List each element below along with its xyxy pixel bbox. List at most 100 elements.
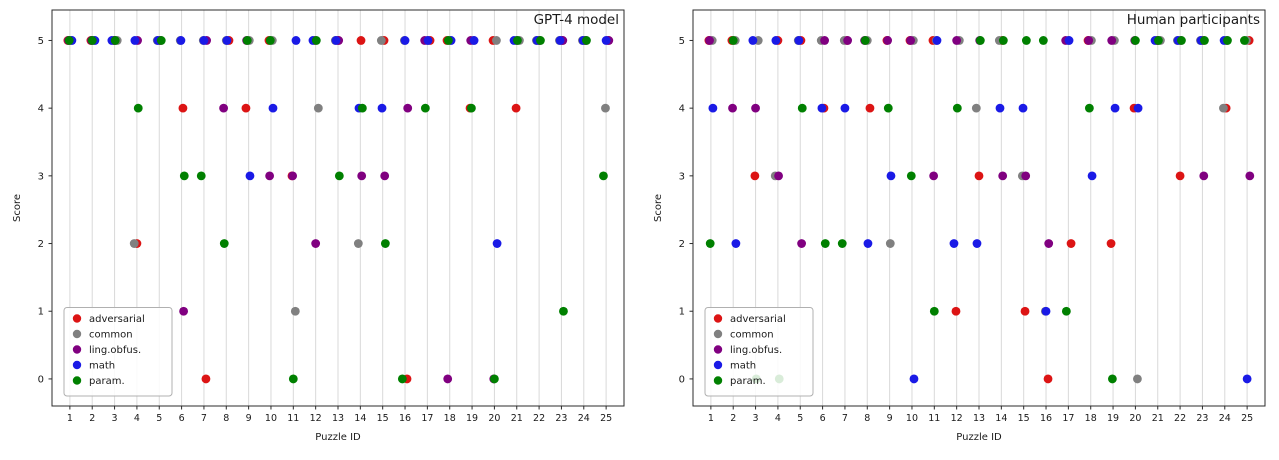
legend-marker-common: [713, 329, 723, 339]
x-tick-label: 10: [265, 413, 277, 424]
point-param.: [334, 171, 344, 181]
point-param.: [582, 36, 591, 45]
x-tick-label: 8: [864, 413, 870, 424]
point-common: [290, 306, 300, 316]
point-param.: [1061, 306, 1071, 316]
point-param.: [156, 36, 166, 45]
x-tick-label: 25: [600, 413, 612, 424]
x-tick-label: 2: [730, 413, 736, 424]
x-tick-label: 1: [67, 413, 73, 424]
point-math: [377, 103, 387, 113]
point-math: [1242, 374, 1252, 384]
point-param.: [443, 36, 453, 45]
point-adversarial: [1020, 306, 1030, 316]
point-param.: [242, 36, 252, 45]
point-param.: [1131, 36, 1140, 45]
legend-label-adversarial: adversarial: [89, 314, 145, 325]
point-ling.obfus.: [179, 306, 189, 316]
x-tick-label: 14: [995, 413, 1007, 424]
point-param.: [599, 171, 608, 181]
point-math: [268, 103, 278, 113]
legend-label-param.: param.: [730, 376, 766, 387]
point-math: [748, 36, 758, 45]
x-tick-label: 9: [887, 413, 893, 424]
x-tick-label: 14: [354, 413, 366, 424]
point-common: [885, 239, 895, 248]
point-math: [949, 239, 959, 248]
point-ling.obfus.: [1084, 36, 1094, 45]
point-ling.obfus.: [774, 171, 783, 181]
point-math: [840, 103, 850, 113]
point-ling.obfus.: [403, 103, 413, 113]
x-tick-label: 18: [444, 413, 456, 424]
point-adversarial: [1175, 171, 1185, 181]
x-tick-label: 10: [906, 413, 918, 424]
point-adversarial: [1066, 239, 1076, 248]
point-common: [129, 239, 139, 248]
point-param.: [196, 171, 206, 181]
point-math: [555, 36, 565, 45]
point-math: [1110, 103, 1120, 113]
legend: adversarial common ling.obfus. math param.: [704, 307, 814, 397]
point-ling.obfus.: [265, 171, 275, 181]
point-ling.obfus.: [1021, 171, 1031, 181]
point-ling.obfus.: [820, 36, 830, 45]
legend-label-ling.obfus.: ling.obfus.: [89, 345, 141, 356]
legend-label-common: common: [730, 330, 774, 341]
point-param.: [288, 374, 298, 384]
point-common: [313, 103, 323, 113]
point-param.: [265, 36, 275, 45]
x-tick-label: 20: [488, 413, 500, 424]
x-tick-label: 6: [179, 413, 185, 424]
x-tick-label: 18: [1085, 413, 1097, 424]
human-chart: 1 2 3 4 5 6 7 8 9 10 11 12 13 14 15 16 17 18 19 20 21 22 23 24 2…: [645, 2, 1275, 456]
point-ling.obfus.: [843, 36, 853, 45]
point-math: [199, 36, 209, 45]
x-tick-label: 19: [1107, 413, 1119, 424]
legend-marker-common: [72, 329, 82, 339]
point-param.: [1200, 36, 1209, 45]
y-tick-label: 2: [679, 239, 685, 250]
legend-frame: [63, 307, 173, 397]
point-param.: [975, 36, 985, 45]
gpt4-chart: 1 2 3 4 5 6 7 8 9 10 11 12 13 14 15 16 17 18 19 20 21 22 23 24 2…: [4, 2, 634, 456]
point-math: [1041, 306, 1051, 316]
legend: adversarial common ling.obfus. math param.: [63, 307, 173, 397]
x-tick-label: 19: [466, 413, 478, 424]
x-gridlines: [69, 10, 607, 406]
y-tick-label: 1: [38, 307, 44, 318]
x-tick-label: 3: [112, 413, 118, 424]
point-param.: [357, 103, 367, 113]
y-tick-label: 3: [38, 171, 44, 182]
x-axis-ticks: 1 2 3 4 5 6 7 8 9 10 11 12 13 14 15 16 17 18 19 20 21 22 23 24 2…: [67, 406, 612, 424]
point-param.: [952, 103, 962, 113]
point-common: [353, 239, 363, 248]
x-tick-label: 7: [201, 413, 207, 424]
x-tick-label: 22: [1174, 413, 1186, 424]
point-param.: [705, 239, 715, 248]
point-math: [817, 103, 827, 113]
point-adversarial: [178, 103, 188, 113]
point-param.: [536, 36, 545, 45]
point-adversarial: [1106, 239, 1116, 248]
legend-label-adversarial: adversarial: [730, 314, 786, 325]
x-tick-label: 24: [1219, 413, 1231, 424]
x-tick-label: 12: [310, 413, 322, 424]
point-common: [1133, 374, 1142, 384]
point-param.: [728, 36, 738, 45]
point-common: [1219, 103, 1228, 113]
point-param.: [110, 36, 120, 45]
point-ling.obfus.: [797, 239, 806, 248]
chart-title: GPT-4 model: [534, 12, 619, 28]
point-ling.obfus.: [728, 103, 737, 113]
point-param.: [998, 36, 1008, 45]
x-tick-label: 9: [246, 413, 252, 424]
x-tick-label: 6: [820, 413, 826, 424]
point-param.: [490, 374, 499, 384]
point-math: [1064, 36, 1074, 45]
y-tick-label: 0: [38, 374, 44, 385]
point-adversarial: [201, 374, 211, 384]
y-tick-label: 5: [679, 36, 685, 47]
x-tick-label: 16: [1040, 413, 1052, 424]
point-math: [601, 36, 611, 45]
